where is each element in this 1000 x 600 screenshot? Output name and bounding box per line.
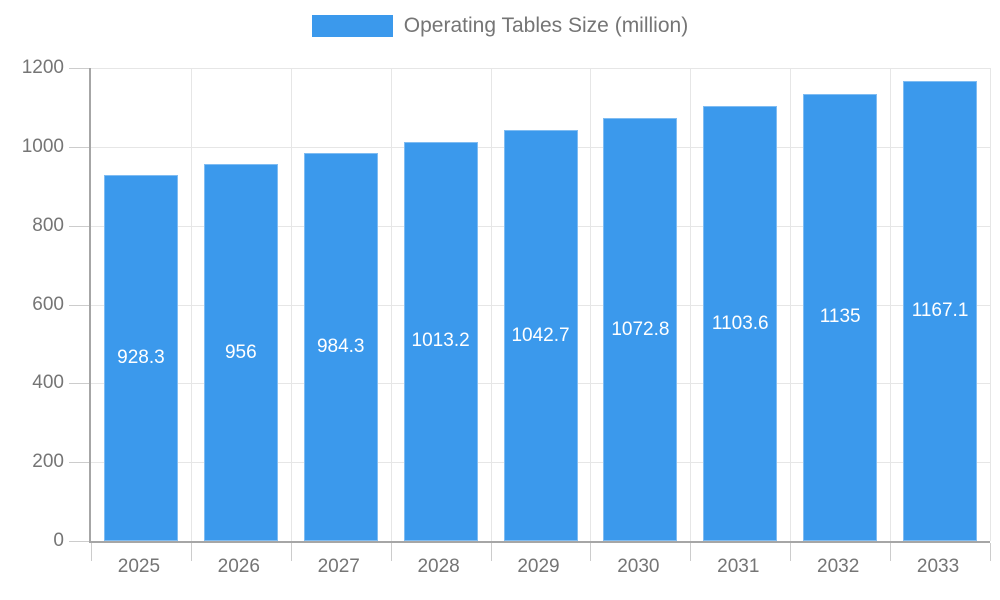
x-axis-tick-label: 2025	[117, 556, 161, 577]
legend-swatch[interactable]	[311, 15, 393, 37]
bar-value-label: 1072.8	[611, 318, 670, 340]
bar[interactable]: 1167.1	[903, 80, 978, 541]
bar[interactable]: 928.3	[103, 175, 178, 541]
y-axis-tick	[69, 304, 89, 306]
y-axis-tick-label: 200	[32, 451, 64, 473]
y-axis-tick	[69, 68, 89, 69]
gridline	[390, 68, 392, 541]
y-axis-tick-label: 0	[53, 530, 64, 551]
y-axis-tick-label: 600	[32, 293, 64, 315]
x-axis-tick	[91, 543, 92, 561]
legend[interactable]: Operating Tables Size (million)	[0, 14, 1000, 38]
y-axis-tick-label: 1000	[21, 135, 64, 157]
y-axis-tick-label: 800	[32, 214, 64, 236]
y-axis-tick	[69, 462, 89, 464]
x-axis-tick	[890, 543, 892, 561]
x-axis-tick-label: 2032	[817, 556, 860, 577]
x-axis-tick	[790, 543, 792, 561]
plot-area: 928.3 956 984.3 1013.2 1042.7 1072.8 1103.6 113…	[69, 68, 991, 561]
x-axis-tick	[990, 543, 991, 561]
x-axis-tick-label: 2026	[217, 556, 260, 577]
bar[interactable]: 1042.7	[503, 130, 578, 541]
x-axis-tick-label: 2029	[517, 556, 560, 577]
legend-label: Operating Tables Size (million)	[403, 14, 689, 37]
gridline	[990, 68, 991, 541]
bar-value-label: 1013.2	[411, 330, 470, 352]
x-axis-tick	[490, 543, 492, 561]
gridline	[190, 68, 192, 541]
y-axis-tick	[69, 383, 89, 385]
bar[interactable]: 1013.2	[403, 141, 478, 541]
y-axis-tick	[69, 541, 89, 542]
x-axis-tick	[290, 543, 292, 561]
bar-value-label: 1135	[819, 306, 861, 328]
x-axis-tick	[390, 543, 392, 561]
gridline	[890, 68, 892, 541]
bar-value-label: 1042.7	[511, 324, 570, 346]
x-axis-tick-label: 2028	[417, 556, 460, 577]
x-axis-tick	[590, 543, 592, 561]
y-axis-tick	[69, 225, 89, 227]
gridline	[490, 68, 492, 541]
x-axis-tick-label: 2027	[317, 556, 360, 577]
x-axis-tick	[690, 543, 692, 561]
y-axis-tick-label: 400	[32, 372, 64, 394]
bar-value-label: 1103.6	[711, 312, 769, 334]
bar[interactable]: 956	[203, 164, 278, 541]
bar-value-label: 956	[224, 341, 257, 363]
bar[interactable]: 1135	[803, 93, 878, 541]
y-axis-tick-label: 1200	[21, 57, 64, 78]
gridline	[91, 68, 990, 69]
bar[interactable]: 1103.6	[703, 106, 778, 541]
bar[interactable]: 1072.8	[603, 118, 678, 541]
bar[interactable]: 984.3	[303, 153, 378, 541]
x-axis-tick	[190, 543, 192, 561]
bar-value-label: 1167.1	[911, 299, 969, 321]
x-axis-tick-label: 2030	[617, 556, 660, 577]
gridline	[290, 68, 292, 541]
gridline	[690, 68, 692, 541]
x-axis-tick-label: 2033	[916, 556, 960, 577]
bar-value-label: 928.3	[117, 347, 165, 369]
bar-value-label: 984.3	[316, 336, 365, 358]
y-axis-tick	[69, 146, 89, 148]
gridline	[590, 68, 592, 541]
gridline	[790, 68, 792, 541]
x-axis-tick-label: 2031	[717, 556, 760, 577]
